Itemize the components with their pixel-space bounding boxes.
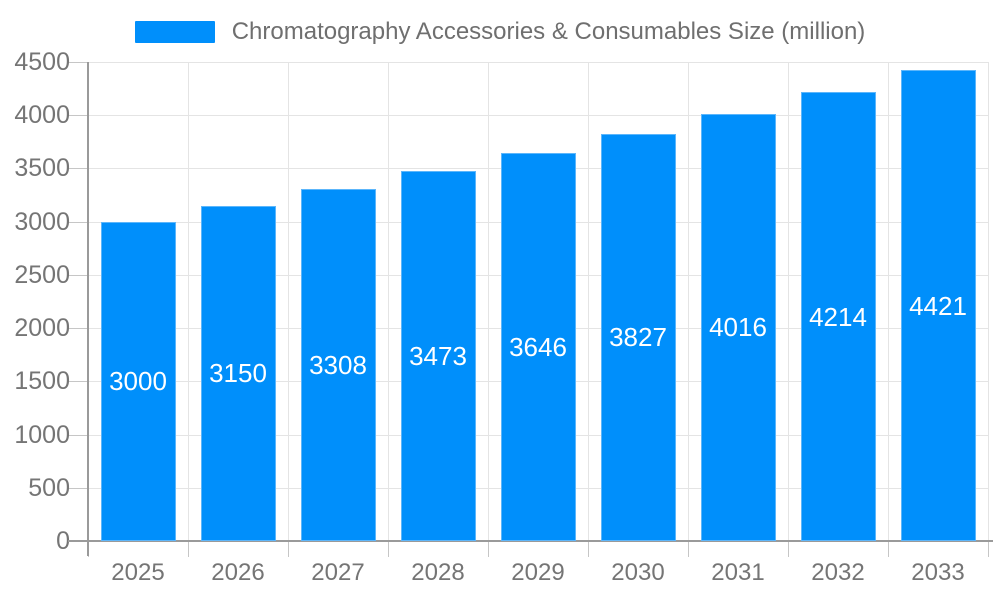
bar-value-label-2027: 3308 <box>309 349 367 380</box>
v-gridline-6 <box>688 62 689 541</box>
bar-value-label-2025: 3000 <box>109 366 167 397</box>
x-tick-9 <box>988 541 989 557</box>
v-gridline-5 <box>588 62 589 541</box>
x-label-2032: 2032 <box>811 559 865 586</box>
bar-value-label-2030: 3827 <box>609 322 667 353</box>
bar-2030 <box>600 133 676 541</box>
y-tick-3000 <box>68 221 88 223</box>
v-gridline-3 <box>388 62 389 541</box>
bar-2028 <box>400 171 476 541</box>
x-tick-7 <box>788 541 789 557</box>
y-tick-2500 <box>68 274 88 276</box>
y-label-1000: 1000 <box>14 420 70 449</box>
v-gridline-2 <box>288 62 289 541</box>
x-tick-4 <box>488 541 489 557</box>
bar-2027 <box>300 188 376 541</box>
bar-2032 <box>800 92 876 541</box>
chart-legend[interactable]: Chromatography Accessories & Consumables… <box>0 16 1000 48</box>
x-label-2030: 2030 <box>611 559 665 586</box>
legend-swatch-icon <box>134 21 215 43</box>
x-axis-line <box>68 540 993 542</box>
y-label-500: 500 <box>28 473 70 502</box>
bar-value-label-2032: 4214 <box>809 301 867 332</box>
bar-value-label-2029: 3646 <box>509 331 567 362</box>
v-gridline-9 <box>988 62 989 541</box>
v-gridline-8 <box>888 62 889 541</box>
x-tick-3 <box>388 541 389 557</box>
bar-2025 <box>100 221 176 541</box>
x-label-2026: 2026 <box>211 559 265 586</box>
y-label-2000: 2000 <box>14 314 70 343</box>
v-gridline-4 <box>488 62 489 541</box>
h-gridline-4000 <box>88 115 988 117</box>
bar-value-label-2031: 4016 <box>709 312 767 343</box>
y-tick-1500 <box>68 381 88 383</box>
x-label-2028: 2028 <box>411 559 465 586</box>
v-gridline-1 <box>188 62 189 541</box>
x-tick-6 <box>688 541 689 557</box>
h-gridline-4500 <box>88 62 988 63</box>
y-tick-500 <box>68 487 88 489</box>
bar-value-label-2028: 3473 <box>409 341 467 372</box>
x-tick-5 <box>588 541 589 557</box>
x-label-2025: 2025 <box>111 559 165 586</box>
y-label-1500: 1500 <box>14 367 70 396</box>
bar-2029 <box>500 152 576 541</box>
y-label-3000: 3000 <box>14 207 70 236</box>
y-tick-1000 <box>68 434 88 436</box>
bar-2026 <box>200 205 276 541</box>
chart-title: Chromatography Accessories & Consumables… <box>231 18 866 45</box>
y-tick-3500 <box>68 168 88 170</box>
y-label-4000: 4000 <box>14 101 70 130</box>
y-label-3500: 3500 <box>14 154 70 183</box>
bar-2031 <box>700 113 776 541</box>
y-axis-line <box>87 62 89 556</box>
y-tick-4500 <box>68 62 88 63</box>
x-tick-1 <box>188 541 189 557</box>
x-tick-8 <box>888 541 889 557</box>
bar-value-label-2033: 4421 <box>909 290 967 321</box>
y-tick-4000 <box>68 115 88 117</box>
x-label-2031: 2031 <box>711 559 765 586</box>
x-label-2027: 2027 <box>311 559 365 586</box>
bar-2033 <box>900 70 976 541</box>
bar-value-label-2026: 3150 <box>209 358 267 389</box>
y-label-4500: 4500 <box>14 48 70 76</box>
x-tick-2 <box>288 541 289 557</box>
y-tick-2000 <box>68 328 88 330</box>
y-label-2500: 2500 <box>14 260 70 289</box>
x-label-2033: 2033 <box>911 559 965 586</box>
y-label-0: 0 <box>56 527 70 555</box>
v-gridline-7 <box>788 62 789 541</box>
x-label-2029: 2029 <box>511 559 565 586</box>
